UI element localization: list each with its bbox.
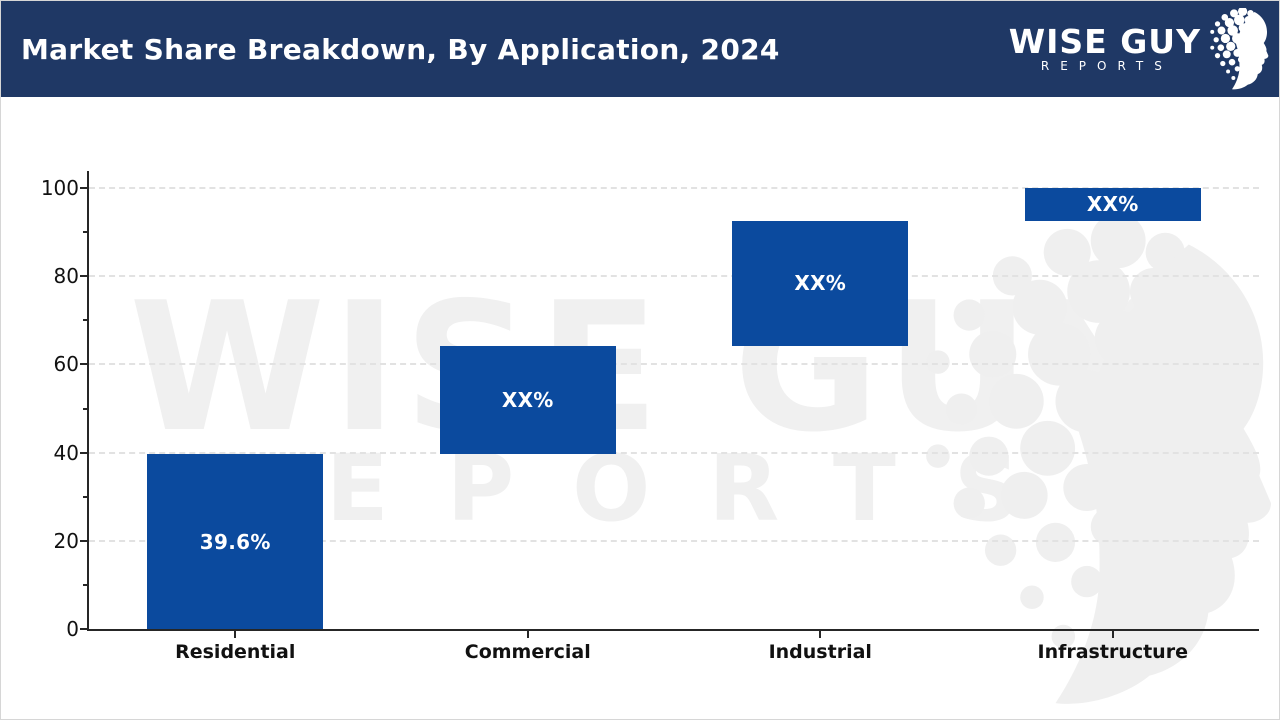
x-tick-mark-residential bbox=[234, 631, 237, 638]
y-axis-spine bbox=[87, 171, 89, 631]
y-minor-tick-mark-90 bbox=[83, 231, 88, 234]
y-minor-tick-mark-50 bbox=[83, 407, 88, 410]
y-tick-mark-40 bbox=[80, 451, 88, 454]
gridline-60 bbox=[89, 363, 1259, 366]
bar-infrastructure: XX% bbox=[1024, 188, 1201, 221]
gridline-20 bbox=[89, 539, 1259, 542]
bar-commercial: XX% bbox=[439, 345, 616, 455]
y-tick-label-60: 60 bbox=[53, 352, 79, 377]
logo-wordmark-line2: REPORTS bbox=[1040, 59, 1173, 74]
x-category-label-infrastructure: Infrastructure bbox=[1037, 641, 1188, 663]
y-tick-mark-80 bbox=[80, 275, 88, 278]
bar-industrial: XX% bbox=[732, 220, 909, 346]
wiseguy-logo: WISE GUY REPORTS bbox=[1009, 5, 1269, 93]
bar-residential: 39.6% bbox=[147, 454, 324, 629]
x-category-label-residential: Residential bbox=[175, 641, 296, 663]
y-tick-mark-0 bbox=[80, 628, 88, 630]
x-tick-mark-infrastructure bbox=[1111, 631, 1114, 638]
bar-value-label-industrial: XX% bbox=[794, 271, 847, 296]
y-tick-label-0: 0 bbox=[66, 617, 79, 641]
chart-title: Market Share Breakdown, By Application, … bbox=[21, 32, 780, 66]
y-tick-mark-60 bbox=[80, 363, 88, 366]
y-tick-mark-100 bbox=[80, 187, 88, 189]
bar-value-label-commercial: XX% bbox=[501, 388, 554, 413]
y-tick-label-80: 80 bbox=[53, 264, 79, 289]
x-tick-mark-commercial bbox=[526, 631, 529, 638]
x-axis-spine bbox=[87, 629, 1259, 631]
gridline-100 bbox=[89, 187, 1259, 189]
y-minor-tick-mark-30 bbox=[83, 495, 88, 498]
y-minor-tick-mark-10 bbox=[83, 583, 88, 586]
y-minor-tick-mark-70 bbox=[83, 319, 88, 322]
dotted-head-profile-icon bbox=[1210, 8, 1269, 90]
y-tick-label-40: 40 bbox=[53, 440, 79, 465]
bar-value-label-residential: 39.6% bbox=[199, 529, 271, 554]
logo-wordmark: WISE GUY REPORTS bbox=[1008, 21, 1201, 74]
y-tick-mark-20 bbox=[80, 539, 88, 542]
y-tick-label-100: 100 bbox=[40, 176, 79, 200]
x-category-label-commercial: Commercial bbox=[464, 641, 591, 663]
y-tick-label-20: 20 bbox=[53, 528, 79, 553]
x-category-label-industrial: Industrial bbox=[768, 641, 872, 663]
x-tick-mark-industrial bbox=[819, 631, 822, 638]
gridline-80 bbox=[89, 275, 1259, 278]
gridline-40 bbox=[89, 451, 1259, 454]
logo-wordmark-line1: WISE GUY bbox=[1008, 21, 1201, 61]
header-bar: Market Share Breakdown, By Application, … bbox=[1, 1, 1279, 97]
bar-value-label-infrastructure: XX% bbox=[1086, 192, 1139, 217]
